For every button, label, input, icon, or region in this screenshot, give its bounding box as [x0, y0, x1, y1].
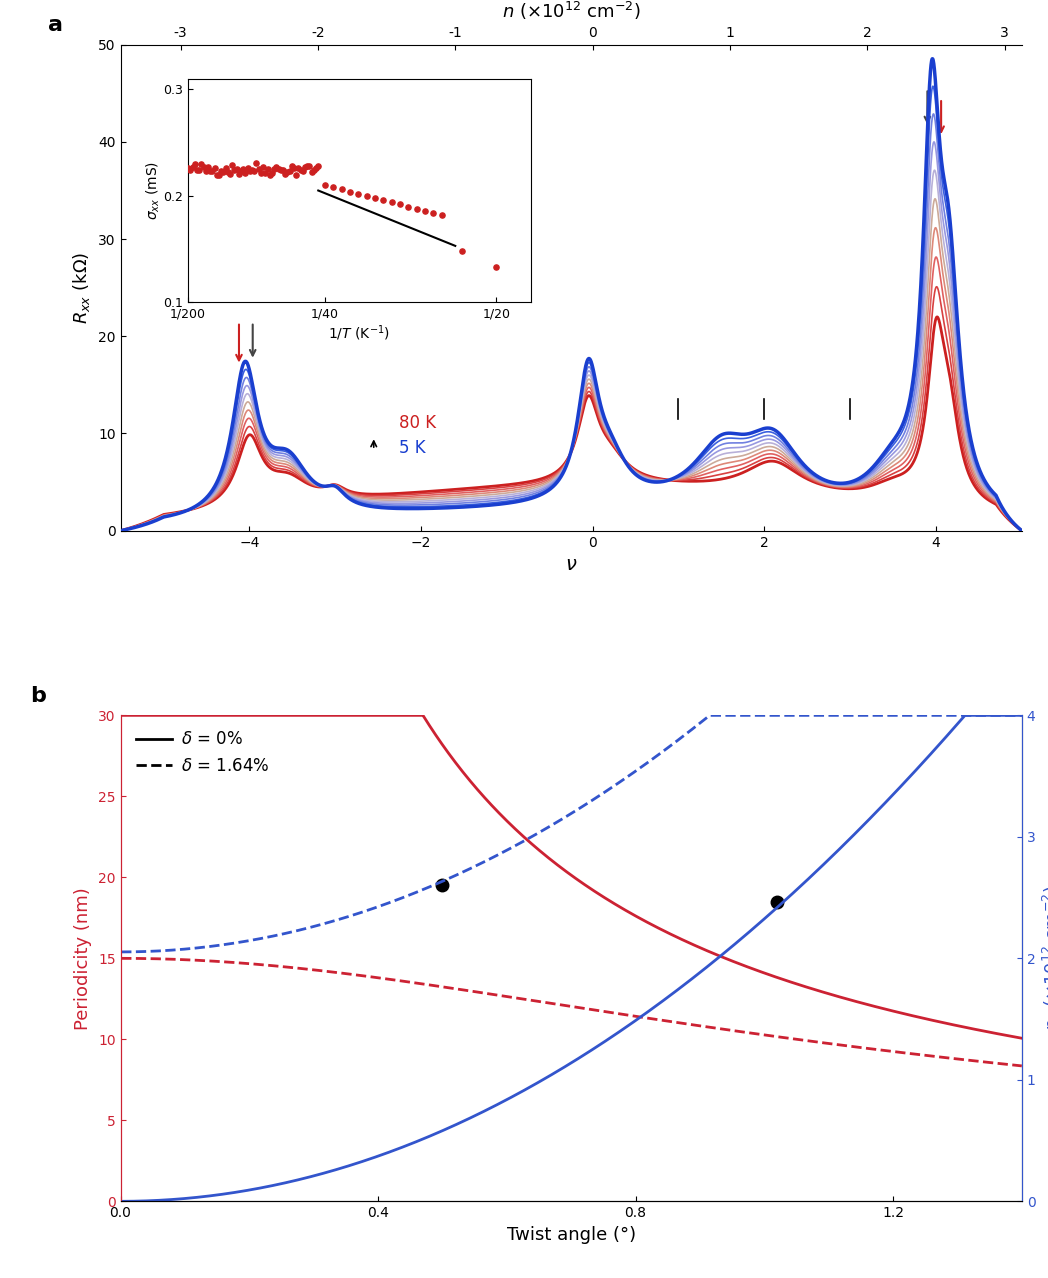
Legend: $\delta$ = 0%, $\delta$ = 1.64%: $\delta$ = 0%, $\delta$ = 1.64%: [129, 723, 276, 781]
X-axis label: $\nu$: $\nu$: [565, 555, 577, 574]
Text: 5 K: 5 K: [399, 438, 427, 458]
X-axis label: $n$ ($\times$10$^{12}$ cm$^{-2}$): $n$ ($\times$10$^{12}$ cm$^{-2}$): [502, 0, 640, 22]
Y-axis label: $n_s$ ($\times$10$^{12}$ cm$^{-2}$): $n_s$ ($\times$10$^{12}$ cm$^{-2}$): [1041, 886, 1048, 1031]
Y-axis label: $R_{xx}$ (k$\Omega$): $R_{xx}$ (k$\Omega$): [71, 252, 92, 323]
Text: 80 K: 80 K: [399, 414, 437, 432]
X-axis label: Twist angle (°): Twist angle (°): [506, 1226, 636, 1243]
Y-axis label: Periodicity (nm): Periodicity (nm): [74, 887, 92, 1030]
Text: a: a: [48, 15, 64, 35]
Text: b: b: [30, 685, 46, 705]
